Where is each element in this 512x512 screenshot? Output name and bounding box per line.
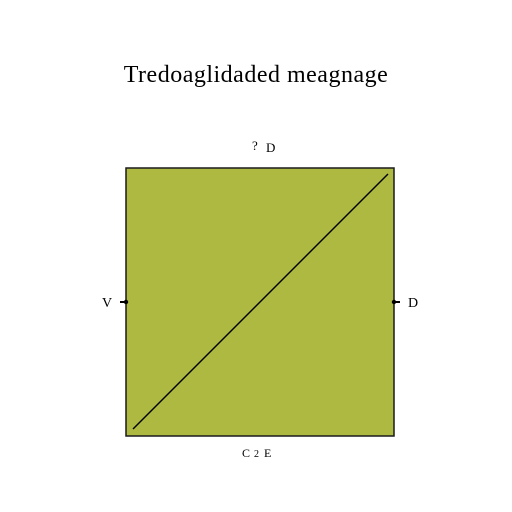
dot-left [124, 300, 128, 304]
label-bottom-e: E [264, 446, 271, 461]
label-left-v: V [102, 296, 112, 312]
label-top-d: D [266, 140, 275, 156]
label-bottom-c: C [242, 446, 250, 461]
diagram-title: Tredoaglidaded meagnage [0, 62, 512, 89]
diagram-canvas: Tredoaglidaded meagnage ? D V D C 2 E [0, 0, 512, 512]
dot-right [392, 300, 396, 304]
label-right-d: D [408, 296, 418, 312]
label-top-question: ? [252, 138, 258, 154]
label-bottom-two: 2 [254, 449, 259, 460]
